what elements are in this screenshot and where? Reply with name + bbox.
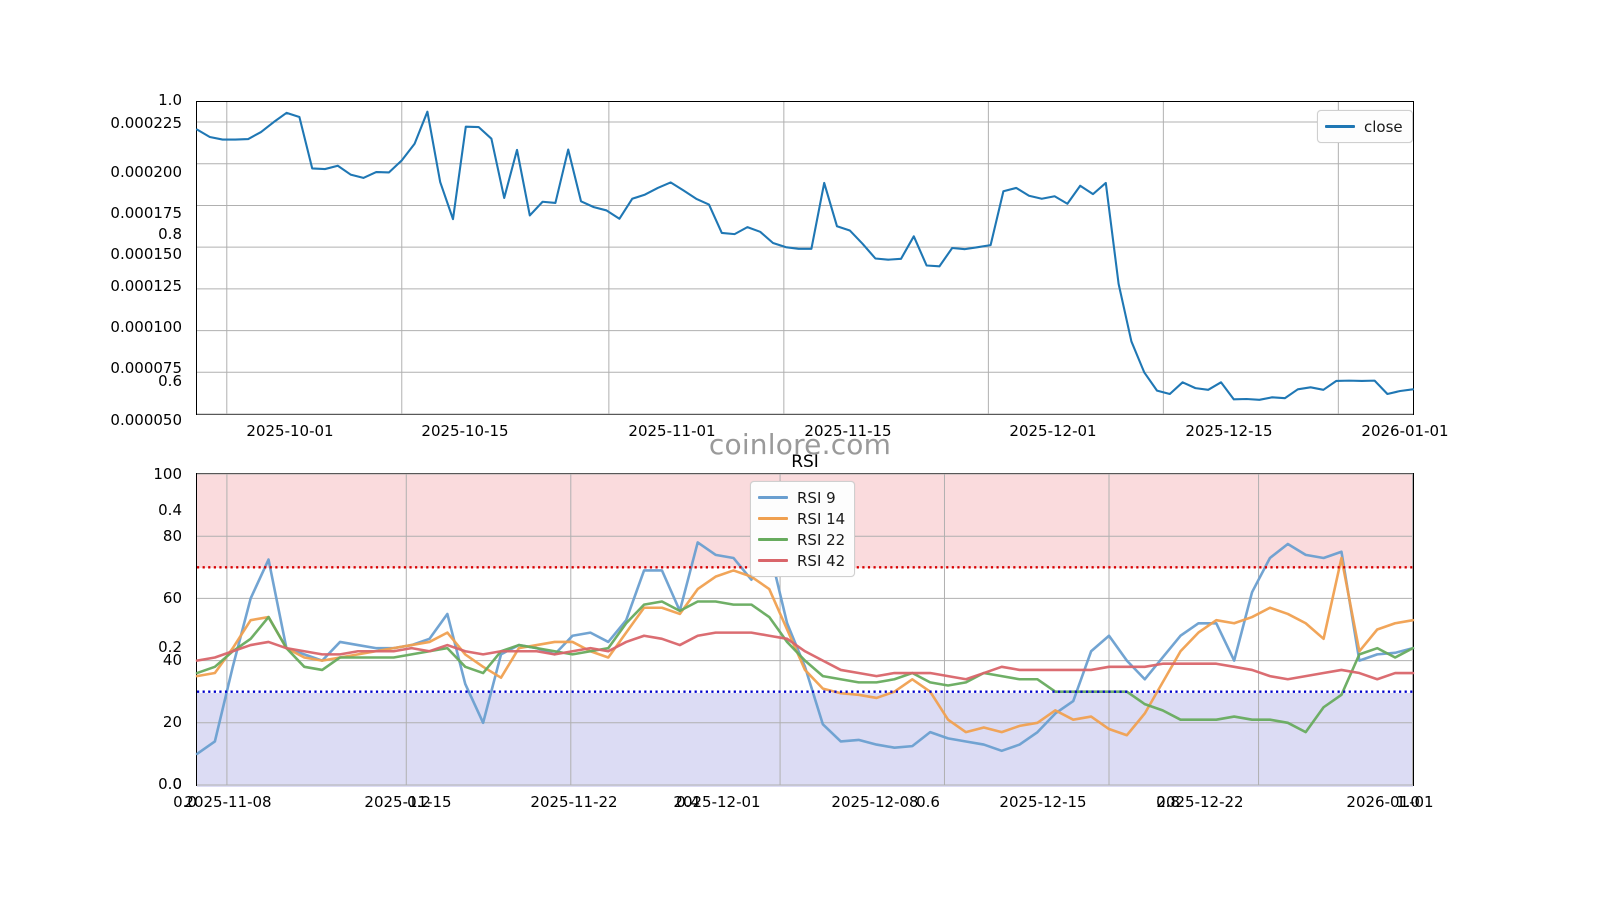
rsi-ytick-1: 20: [162, 713, 182, 731]
price-legend: close: [1317, 110, 1413, 143]
rsi-xtick-overlay-3: 0.6: [916, 793, 940, 811]
price-ytick-5: 0.000175: [110, 204, 182, 222]
price-xtick-4: 2025-12-01: [1009, 422, 1097, 440]
rsi-ytick-overlay-1: 0.2: [158, 638, 182, 656]
price-xtick-5: 2025-12-15: [1185, 422, 1273, 440]
price-ytick-overlay-0: 0.6: [158, 372, 182, 390]
rsi-ytick-4: 80: [162, 527, 182, 545]
rsi-xtick-1: 2025-11-15: [364, 793, 452, 811]
rsi-xtick-overlay-5: 1.0: [1396, 793, 1420, 811]
rsi-xtick-4: 2025-12-08: [831, 793, 919, 811]
rsi-ytick-2: 40: [162, 651, 182, 669]
legend-label-rsi22: RSI 22: [797, 530, 846, 549]
legend-item-rsi14[interactable]: RSI 14: [758, 508, 845, 529]
rsi-xtick-7: 2026-01-01: [1346, 793, 1434, 811]
rsi-xtick-3: 2025-12-01: [673, 793, 761, 811]
price-xtick-0: 2025-10-01: [246, 422, 334, 440]
price-ytick-overlay-2: 1.0: [158, 91, 182, 109]
price-ytick-3: 0.000125: [110, 277, 182, 295]
rsi-ytick-3: 60: [162, 589, 182, 607]
rsi-ytick-5: 100: [153, 465, 182, 483]
legend-swatch-close: [1325, 124, 1355, 129]
price-ytick-6: 0.000200: [110, 163, 182, 181]
price-xtick-2: 2025-11-01: [628, 422, 716, 440]
rsi-ytick-overlay-0: 0.0: [158, 775, 182, 793]
legend-label-rsi9: RSI 9: [797, 488, 836, 507]
rsi-title: RSI: [791, 452, 819, 472]
price-xtick-1: 2025-10-15: [421, 422, 509, 440]
rsi-xtick-6: 2025-12-22: [1156, 793, 1244, 811]
legend-label-rsi14: RSI 14: [797, 509, 846, 528]
rsi-chart-panel: [195, 473, 1415, 787]
price-ytick-7: 0.000225: [110, 114, 182, 132]
price-plot-svg: [195, 102, 1415, 415]
legend-item-close[interactable]: close: [1325, 116, 1403, 137]
rsi-ytick-0: 0: [172, 775, 182, 793]
price-ytick-1: 0.000075: [110, 359, 182, 377]
price-chart-panel: [195, 101, 1415, 415]
rsi-plot-svg: [195, 473, 1415, 786]
rsi-ytick-overlay-2: 0.4: [158, 501, 182, 519]
rsi-legend: RSI 9 RSI 14 RSI 22 RSI 42: [750, 481, 856, 577]
legend-label-close: close: [1364, 117, 1403, 136]
legend-swatch-rsi42: [758, 558, 788, 563]
legend-label-rsi42: RSI 42: [797, 551, 846, 570]
price-xtick-3: 2025-11-15: [804, 422, 892, 440]
legend-item-rsi22[interactable]: RSI 22: [758, 529, 845, 550]
legend-item-rsi42[interactable]: RSI 42: [758, 550, 845, 571]
price-ytick-0: 0.000050: [110, 411, 182, 429]
rsi-xtick-2: 2025-11-22: [530, 793, 618, 811]
legend-swatch-rsi22: [758, 537, 788, 542]
price-xtick-6: 2026-01-01: [1361, 422, 1449, 440]
legend-swatch-rsi14: [758, 516, 788, 521]
price-ytick-4: 0.000150: [110, 245, 182, 263]
rsi-xtick-overlay-2: 0.4: [676, 793, 700, 811]
rsi-xtick-overlay-0: 0.0: [173, 793, 197, 811]
oversold-band: [197, 693, 1413, 787]
rsi-xtick-overlay-4: 0.8: [1156, 793, 1180, 811]
price-ytick-2: 0.000100: [110, 318, 182, 336]
legend-swatch-rsi9: [758, 495, 788, 500]
rsi-xtick-overlay-1: 0.2: [407, 793, 431, 811]
rsi-xtick-5: 2025-12-15: [999, 793, 1087, 811]
rsi-xtick-0: 2025-11-08: [184, 793, 272, 811]
price-ytick-overlay-1: 0.8: [158, 225, 182, 243]
legend-item-rsi9[interactable]: RSI 9: [758, 487, 845, 508]
